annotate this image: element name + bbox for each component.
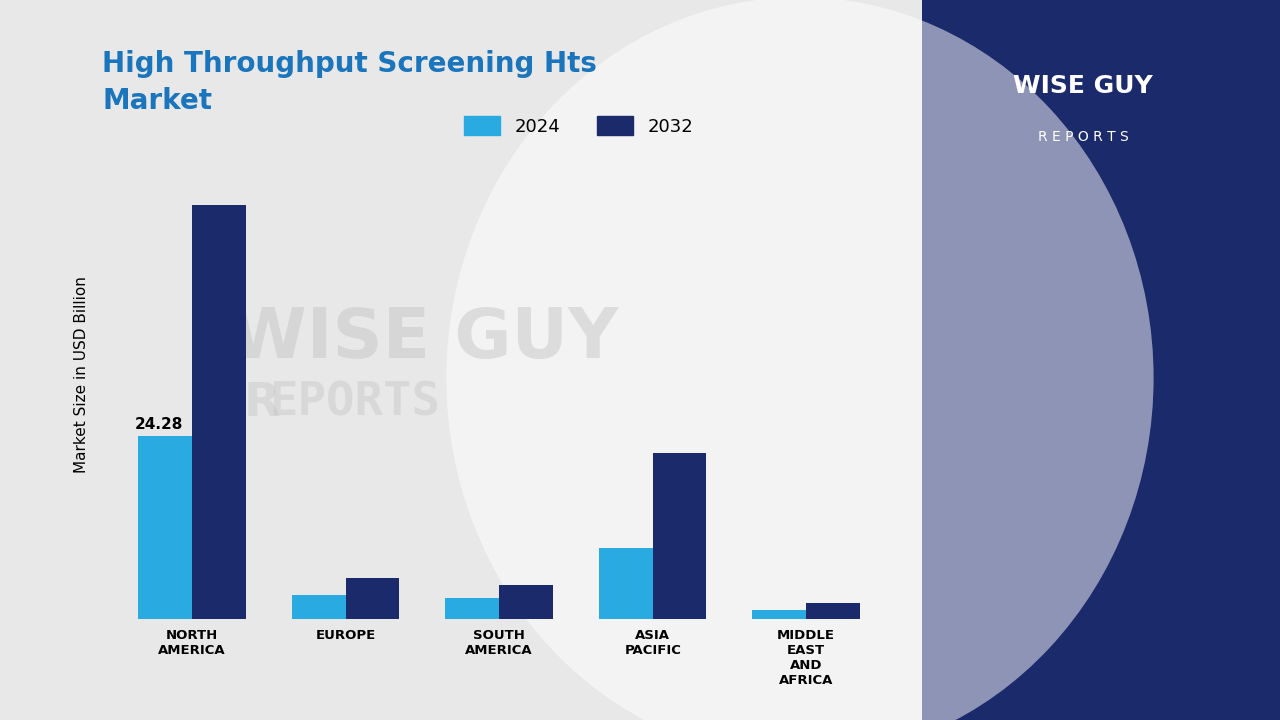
Text: WISE GUY: WISE GUY [230, 305, 618, 372]
Text: WISE GUY: WISE GUY [1012, 74, 1153, 99]
Bar [292, 595, 346, 619]
Ellipse shape [447, 0, 1153, 720]
Text: R E P O R T S: R E P O R T S [1038, 130, 1128, 144]
Text: R: R [243, 381, 280, 426]
Legend: 2024, 2032: 2024, 2032 [457, 109, 700, 143]
Bar [753, 610, 806, 619]
Text: EPORTS: EPORTS [269, 381, 440, 426]
Text: 24.28: 24.28 [134, 418, 183, 433]
Bar [599, 548, 653, 619]
Bar [806, 603, 860, 619]
Y-axis label: Market Size in USD Billion: Market Size in USD Billion [73, 276, 88, 473]
Bar [653, 454, 707, 619]
Text: High Throughput Screening Hts
Market: High Throughput Screening Hts Market [102, 50, 598, 115]
Bar [192, 205, 246, 619]
Bar [445, 598, 499, 619]
Bar [346, 577, 399, 619]
Bar [499, 585, 553, 619]
Bar [138, 436, 192, 619]
